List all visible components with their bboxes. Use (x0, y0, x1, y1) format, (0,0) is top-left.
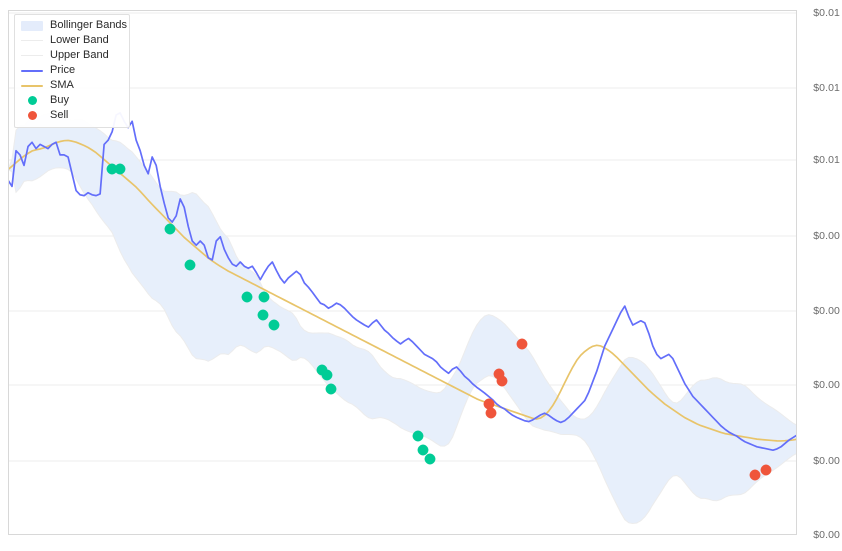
buy-marker-point[interactable] (268, 319, 280, 331)
lower-band-line (8, 167, 797, 524)
bollinger-band-area (8, 112, 797, 524)
sell-marker-point[interactable] (485, 407, 497, 419)
buy-marker-point[interactable] (164, 223, 176, 235)
legend-item-upper-band[interactable]: Upper Band (19, 48, 125, 63)
legend-item-lower-band[interactable]: Lower Band (19, 33, 125, 48)
y-axis-labels: $0.01 $0.01 $0.01 $0.00 $0.00 $0.00 $0.00 $0.00 (797, 0, 842, 551)
legend-label: Bollinger Bands (50, 19, 128, 31)
legend-item-sma[interactable]: SMA (19, 78, 125, 93)
y-axis-tick-label: $0.00 (813, 230, 840, 242)
buy-marker[interactable] (106, 163, 436, 465)
y-axis-tick-label: $0.01 (813, 154, 840, 166)
sell-marker-point[interactable] (496, 375, 508, 387)
y-axis-tick-label: $0.01 (813, 7, 840, 19)
legend-label: Buy (50, 94, 69, 106)
buy-marker-point[interactable] (241, 291, 253, 303)
y-axis-tick-label: $0.00 (813, 305, 840, 317)
price-swatch-icon (19, 63, 45, 78)
sell-marker-point[interactable] (483, 398, 495, 410)
y-axis-tick-label: $0.00 (813, 529, 840, 541)
upper-band-line (8, 111, 797, 426)
sma-swatch-icon (19, 78, 45, 93)
buy-marker-point[interactable] (114, 163, 126, 175)
legend-item-buy[interactable]: Buy (19, 93, 125, 108)
sell-marker-point[interactable] (516, 338, 528, 350)
y-axis-tick-label: $0.00 (813, 379, 840, 391)
sell-marker-point[interactable] (760, 464, 772, 476)
chart-legend[interactable]: Bollinger Bands Lower Band Upper Band Pr… (14, 14, 130, 128)
sma-line (8, 139, 797, 442)
sell-marker-point[interactable] (749, 469, 761, 481)
legend-label: Upper Band (50, 49, 109, 61)
legend-label: Sell (50, 109, 69, 121)
sell-marker[interactable] (483, 338, 772, 481)
buy-marker-point[interactable] (417, 444, 429, 456)
buy-marker-icon (19, 93, 45, 108)
legend-item-bollinger-bands[interactable]: Bollinger Bands (19, 18, 128, 33)
plot-area (8, 10, 797, 535)
chart-canvas (8, 10, 797, 535)
sell-marker-icon (19, 108, 45, 123)
lower-band-swatch-icon (19, 33, 45, 48)
bollinger-bands-swatch-icon (19, 18, 45, 33)
y-axis-tick-label: $0.00 (813, 455, 840, 467)
legend-label: Price (50, 64, 76, 76)
buy-marker-point[interactable] (325, 383, 337, 395)
legend-label: SMA (50, 79, 74, 91)
legend-item-sell[interactable]: Sell (19, 108, 125, 123)
buy-marker-point[interactable] (258, 291, 270, 303)
axis-lines (8, 10, 797, 535)
upper-band-swatch-icon (19, 48, 45, 63)
legend-item-price[interactable]: Price (19, 63, 125, 78)
legend-label: Lower Band (50, 34, 109, 46)
price-line (8, 112, 797, 452)
buy-marker-point[interactable] (321, 369, 333, 381)
y-axis-tick-label: $0.01 (813, 82, 840, 94)
buy-marker-point[interactable] (424, 453, 436, 465)
buy-marker-point[interactable] (257, 309, 269, 321)
buy-marker-point[interactable] (412, 430, 424, 442)
buy-marker-point[interactable] (184, 259, 196, 271)
